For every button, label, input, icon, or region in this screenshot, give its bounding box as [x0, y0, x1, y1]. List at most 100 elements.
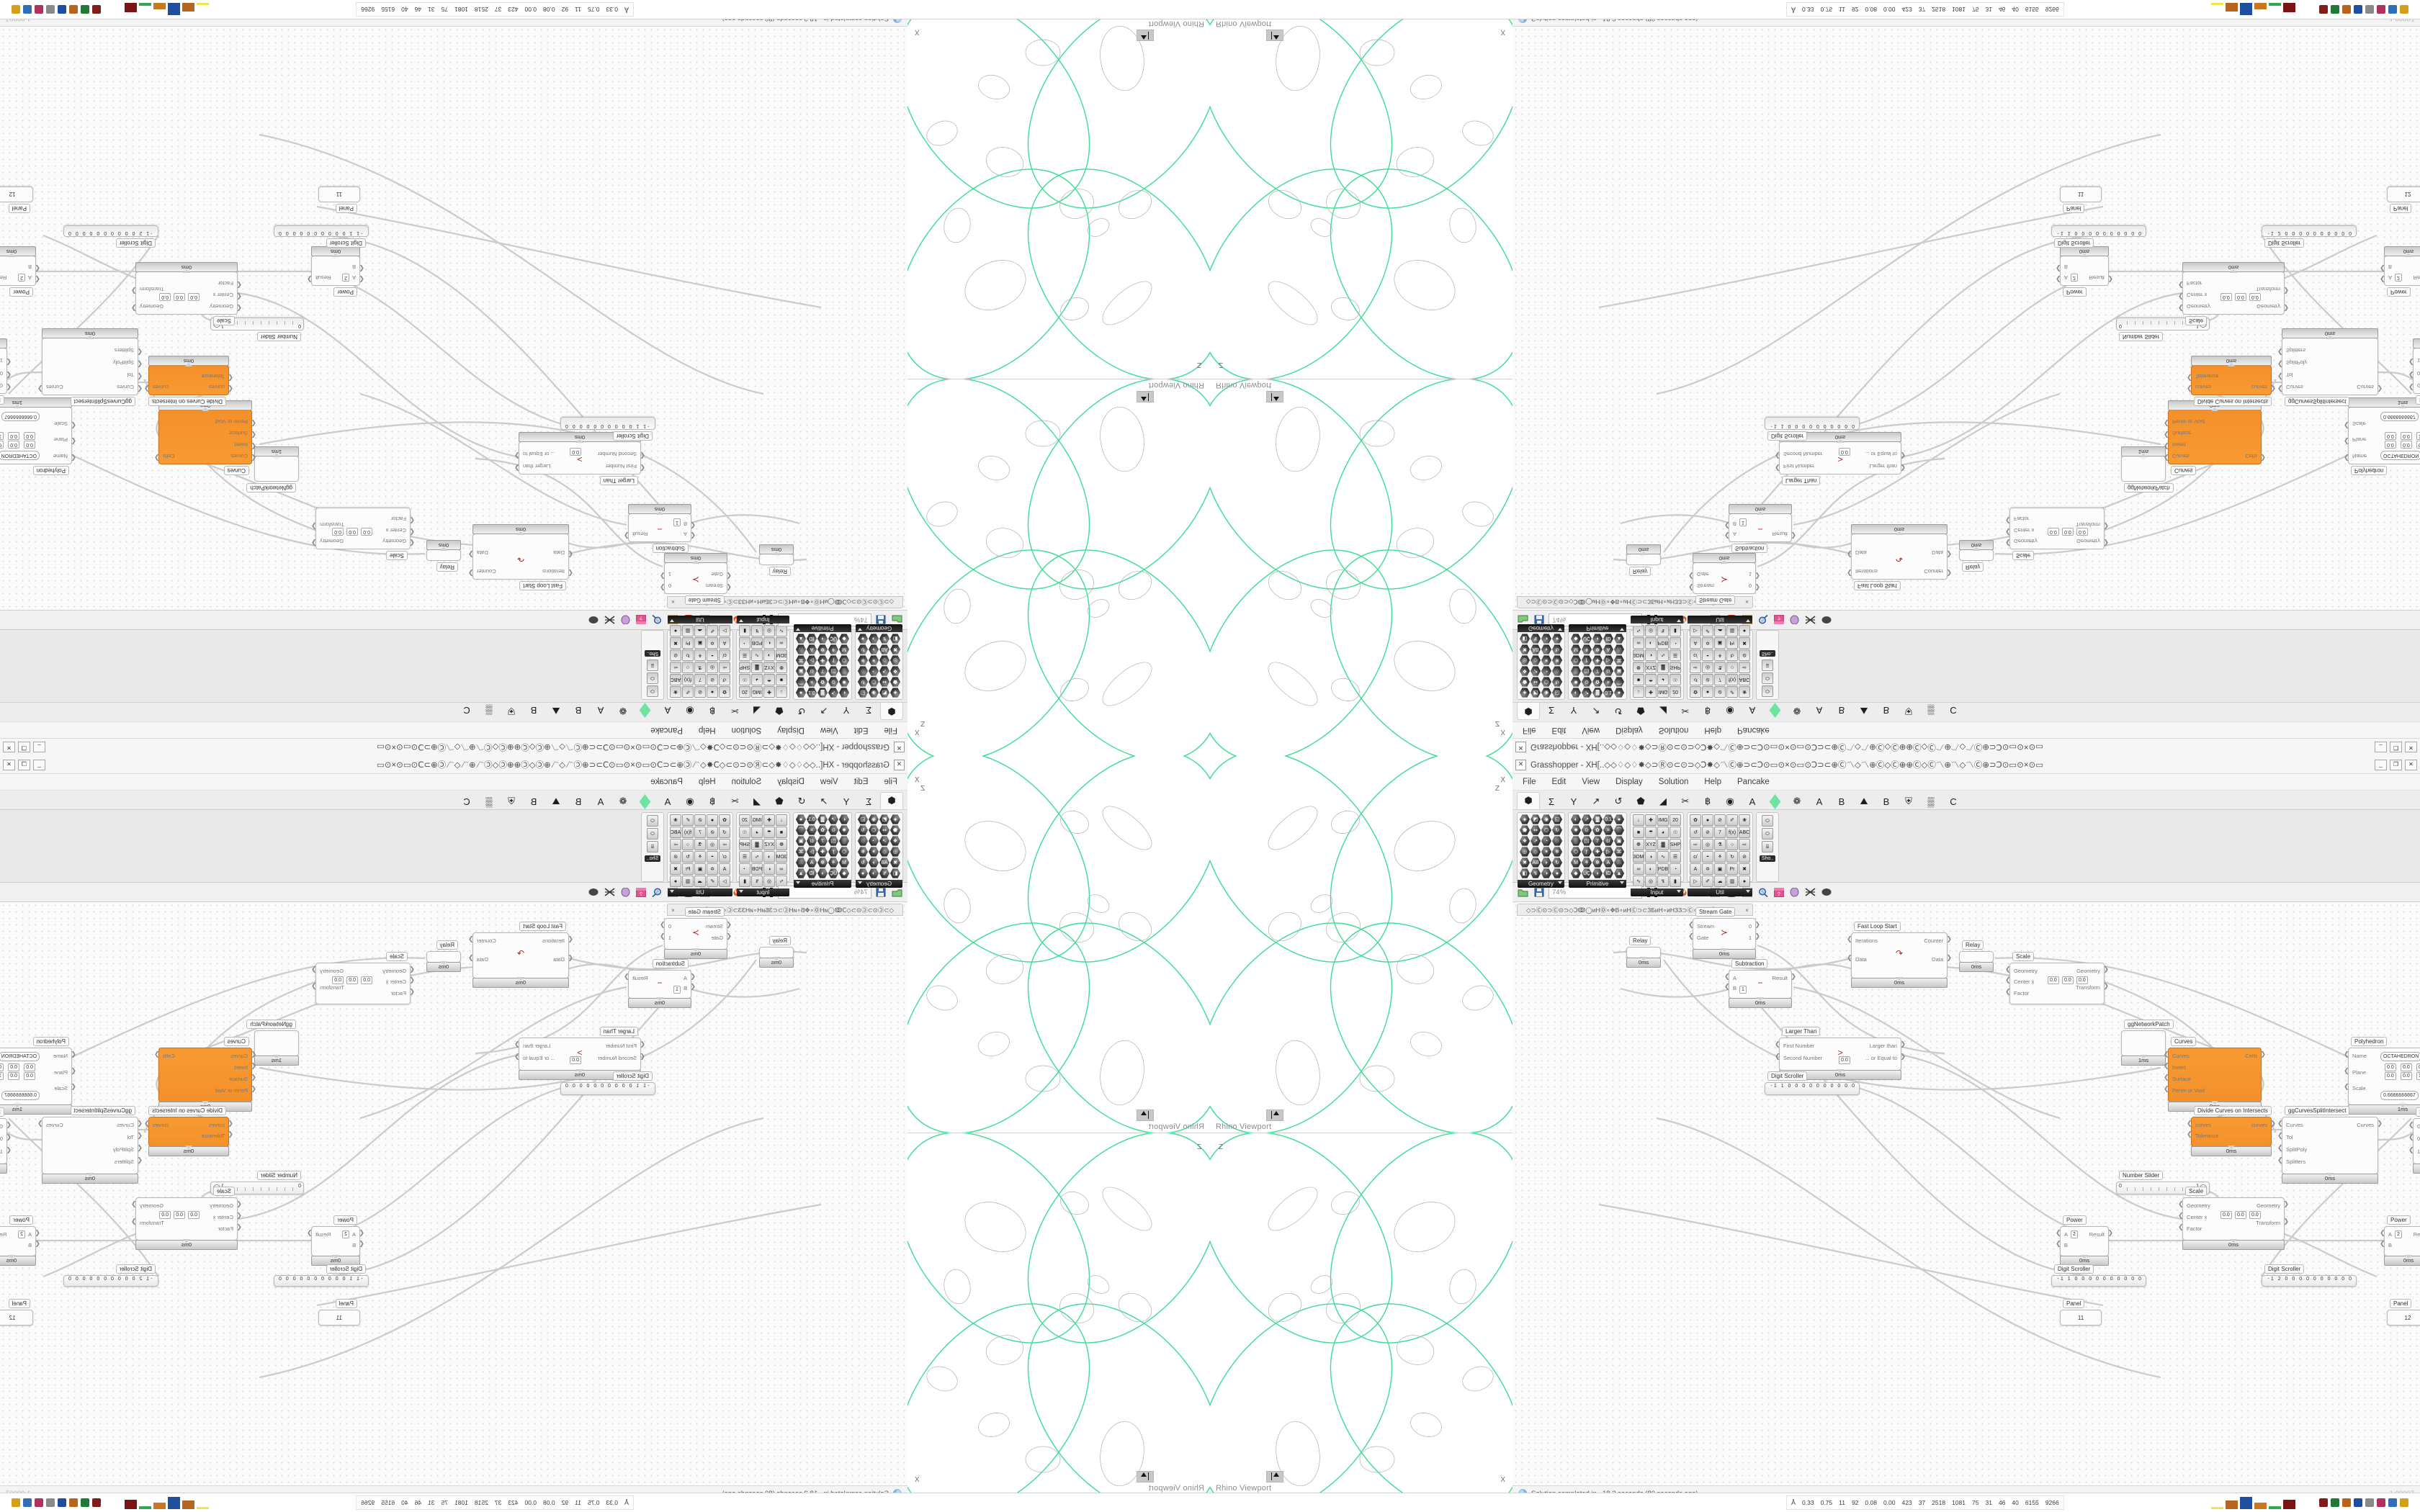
input-port-second-number[interactable]: Second Number: [1783, 451, 1823, 457]
component-icon[interactable]: AB: [879, 644, 889, 654]
input-connector[interactable]: ❮: [726, 584, 732, 591]
component-icon[interactable]: ✿: [719, 814, 730, 826]
input-port-invert[interactable]: Invert: [234, 1064, 248, 1071]
input-port-first-number[interactable]: First Number: [1783, 463, 1815, 469]
input-port-a[interactable]: A: [2388, 1231, 2393, 1238]
component-relay-2[interactable]: 0ms: [426, 951, 461, 972]
overflow-icon[interactable]: ⬭: [647, 828, 658, 840]
component-stream-filter[interactable]: Gate❮0❮1❮S(1)❯0ms: [2408, 1118, 2420, 1174]
component-ggnetworkpatch[interactable]: 1ms: [254, 446, 299, 482]
input-connector[interactable]: ❮: [137, 1132, 143, 1139]
component-icon[interactable]: ▓: [751, 662, 763, 673]
input-connector[interactable]: ❮: [251, 1074, 256, 1081]
overflow-icon[interactable]: ⌸: [1762, 841, 1773, 852]
component-icon[interactable]: ∴: [1614, 858, 1624, 868]
input-connector[interactable]: ❮: [2277, 1120, 2283, 1127]
component-icon[interactable]: ✐: [1702, 625, 1713, 636]
tab-shield[interactable]: ⛨: [501, 703, 522, 719]
component-stream-gate[interactable]: Stream ❮ Gate ❮ 0 ❯ 1 ❯ ≻ 0ms: [660, 918, 732, 959]
close-button[interactable]: ✕: [3, 742, 15, 753]
digit-scroller-value[interactable]: -1 2 0 0 0 0 0 0 0 0 0 0: [67, 1277, 153, 1282]
input-connector[interactable]: ❮: [1688, 584, 1694, 591]
output-port-result[interactable]: Result: [1772, 975, 1788, 981]
component-icon[interactable]: ▓: [817, 688, 828, 698]
component-icon[interactable]: ●: [1552, 868, 1562, 878]
component-icon[interactable]: ∴: [796, 644, 806, 654]
input-port-a[interactable]: A: [683, 531, 687, 537]
tray-icon-2[interactable]: [69, 5, 78, 14]
menu-item-display[interactable]: Display: [777, 726, 805, 734]
component-icon[interactable]: ↓: [1633, 686, 1644, 698]
component-icon[interactable]: ↗: [879, 836, 889, 846]
tray-icon-7[interactable]: [12, 5, 20, 14]
plane-origin-value[interactable]: 0.0: [0, 1063, 4, 1071]
output-port-counter[interactable]: Counter: [477, 937, 496, 944]
component-icon[interactable]: 20: [1670, 814, 1681, 826]
component-icon[interactable]: ○: [682, 839, 694, 850]
component-icon[interactable]: ⚘: [1714, 851, 1726, 863]
output-connector[interactable]: ❯: [311, 966, 317, 973]
input-connector[interactable]: ❮: [690, 973, 696, 980]
input-connector[interactable]: ❮: [1724, 532, 1730, 539]
component-icon[interactable]: ◩: [1531, 814, 1541, 824]
tab-a2[interactable]: A: [590, 793, 611, 809]
component-icon[interactable]: ⊙: [1582, 677, 1592, 687]
tab-transform[interactable]: ฿: [702, 703, 723, 719]
component-icon[interactable]: PDB: [751, 637, 763, 649]
input-port-b[interactable]: B: [683, 985, 687, 991]
balloon-icon[interactable]: [619, 886, 632, 898]
component-icon[interactable]: ABC: [670, 674, 681, 685]
output-port-transform[interactable]: Transform: [2256, 286, 2280, 292]
component-icon[interactable]: ◐: [839, 688, 849, 698]
output-port-data[interactable]: Data: [477, 956, 488, 963]
component-icon[interactable]: ▲: [1614, 634, 1624, 644]
cluster-icon[interactable]: [1804, 886, 1816, 898]
tray-icon-0[interactable]: [92, 5, 101, 14]
output-connector[interactable]: ❯: [311, 982, 317, 989]
input-connector[interactable]: ❮: [236, 1223, 242, 1230]
tab-leaf[interactable]: [1764, 703, 1785, 719]
component-icon[interactable]: ⊘: [1702, 674, 1713, 685]
output-connector[interactable]: ❯: [514, 1053, 520, 1060]
tray-icon-2[interactable]: [69, 1498, 78, 1507]
component-icon[interactable]: ↺: [1690, 827, 1701, 838]
component-icon[interactable]: ✚: [1592, 847, 1603, 857]
component-icon[interactable]: ✚: [1645, 686, 1657, 698]
center-coord-value[interactable]: 0.0: [159, 293, 171, 301]
tab-c[interactable]: C: [456, 793, 478, 809]
output-port-result[interactable]: Result: [2413, 1231, 2420, 1238]
tab-maths[interactable]: Σ: [858, 703, 879, 719]
plane-origin-value[interactable]: 0.0: [8, 1063, 19, 1071]
component-icon[interactable]: ↻: [1552, 644, 1562, 654]
component-icon[interactable]: ⇨: [1690, 839, 1701, 850]
field-scale-value[interactable]: 0.6666666667: [2380, 1091, 2419, 1100]
second-number-value[interactable]: 0.0: [1839, 448, 1850, 456]
component-icon[interactable]: ☂: [763, 827, 775, 838]
input-port-second-number[interactable]: Second Number: [597, 451, 637, 457]
component-icon[interactable]: XYZ: [763, 839, 775, 850]
input-port-factor[interactable]: Factor: [2014, 989, 2030, 996]
plane-origin-value[interactable]: 0.0: [2416, 1063, 2420, 1071]
component-icon[interactable]: ◑: [1541, 634, 1551, 644]
component-icon[interactable]: ◎: [890, 847, 900, 857]
input-port-b[interactable]: B: [27, 1242, 32, 1248]
component-icon[interactable]: 20: [1670, 686, 1681, 698]
output-port-geometry[interactable]: Geometry: [320, 968, 344, 974]
component-curves-cells[interactable]: Curves ❮ Invert ❮ Surface ❮ Perim or Void ❮ Cell…: [2164, 1048, 2266, 1112]
ribbon-panel-util[interactable]: ✿ ↺ ⇨ c/A ▷ ● ⊘ ◎ ◓ ✡ ✐ ⊘ 7 ⚗ ⚘ ▣ ☁ ✐ f(x) ○ ↻ Pr ▥ ❀ ABC ⇨ ⊘ ✖ ● Uti…: [1687, 812, 1753, 896]
component-scale-1[interactable]: Geometry ❮ Center x ❮ Factor ❮ Geometry ❯ Transf…: [311, 963, 415, 1004]
close-button[interactable]: ✕: [2405, 759, 2417, 770]
component-subtraction[interactable]: A ❮ B ❮ Result ❯ −1 0ms: [624, 504, 696, 542]
viewport-tab-handle-top[interactable]: [1137, 391, 1154, 402]
component-icon[interactable]: ∿: [776, 625, 787, 636]
component-icon[interactable]: ID: [807, 868, 817, 878]
component-icon[interactable]: ☁: [1714, 876, 1726, 887]
input-port-center-x[interactable]: Center x: [385, 978, 406, 986]
component-scale-2[interactable]: Geometry ❮ Center x ❮ Factor ❮ Geometry ❯ Transf…: [2178, 262, 2289, 315]
component-icon[interactable]: ✖: [670, 637, 681, 649]
input-connector[interactable]: ❮: [409, 528, 415, 536]
component-icon[interactable]: ↓: [776, 814, 787, 826]
input-port-1[interactable]: 1: [2417, 357, 2420, 364]
panel-value[interactable]: 12: [2404, 1314, 2411, 1321]
component-icon[interactable]: ❁: [776, 662, 787, 673]
